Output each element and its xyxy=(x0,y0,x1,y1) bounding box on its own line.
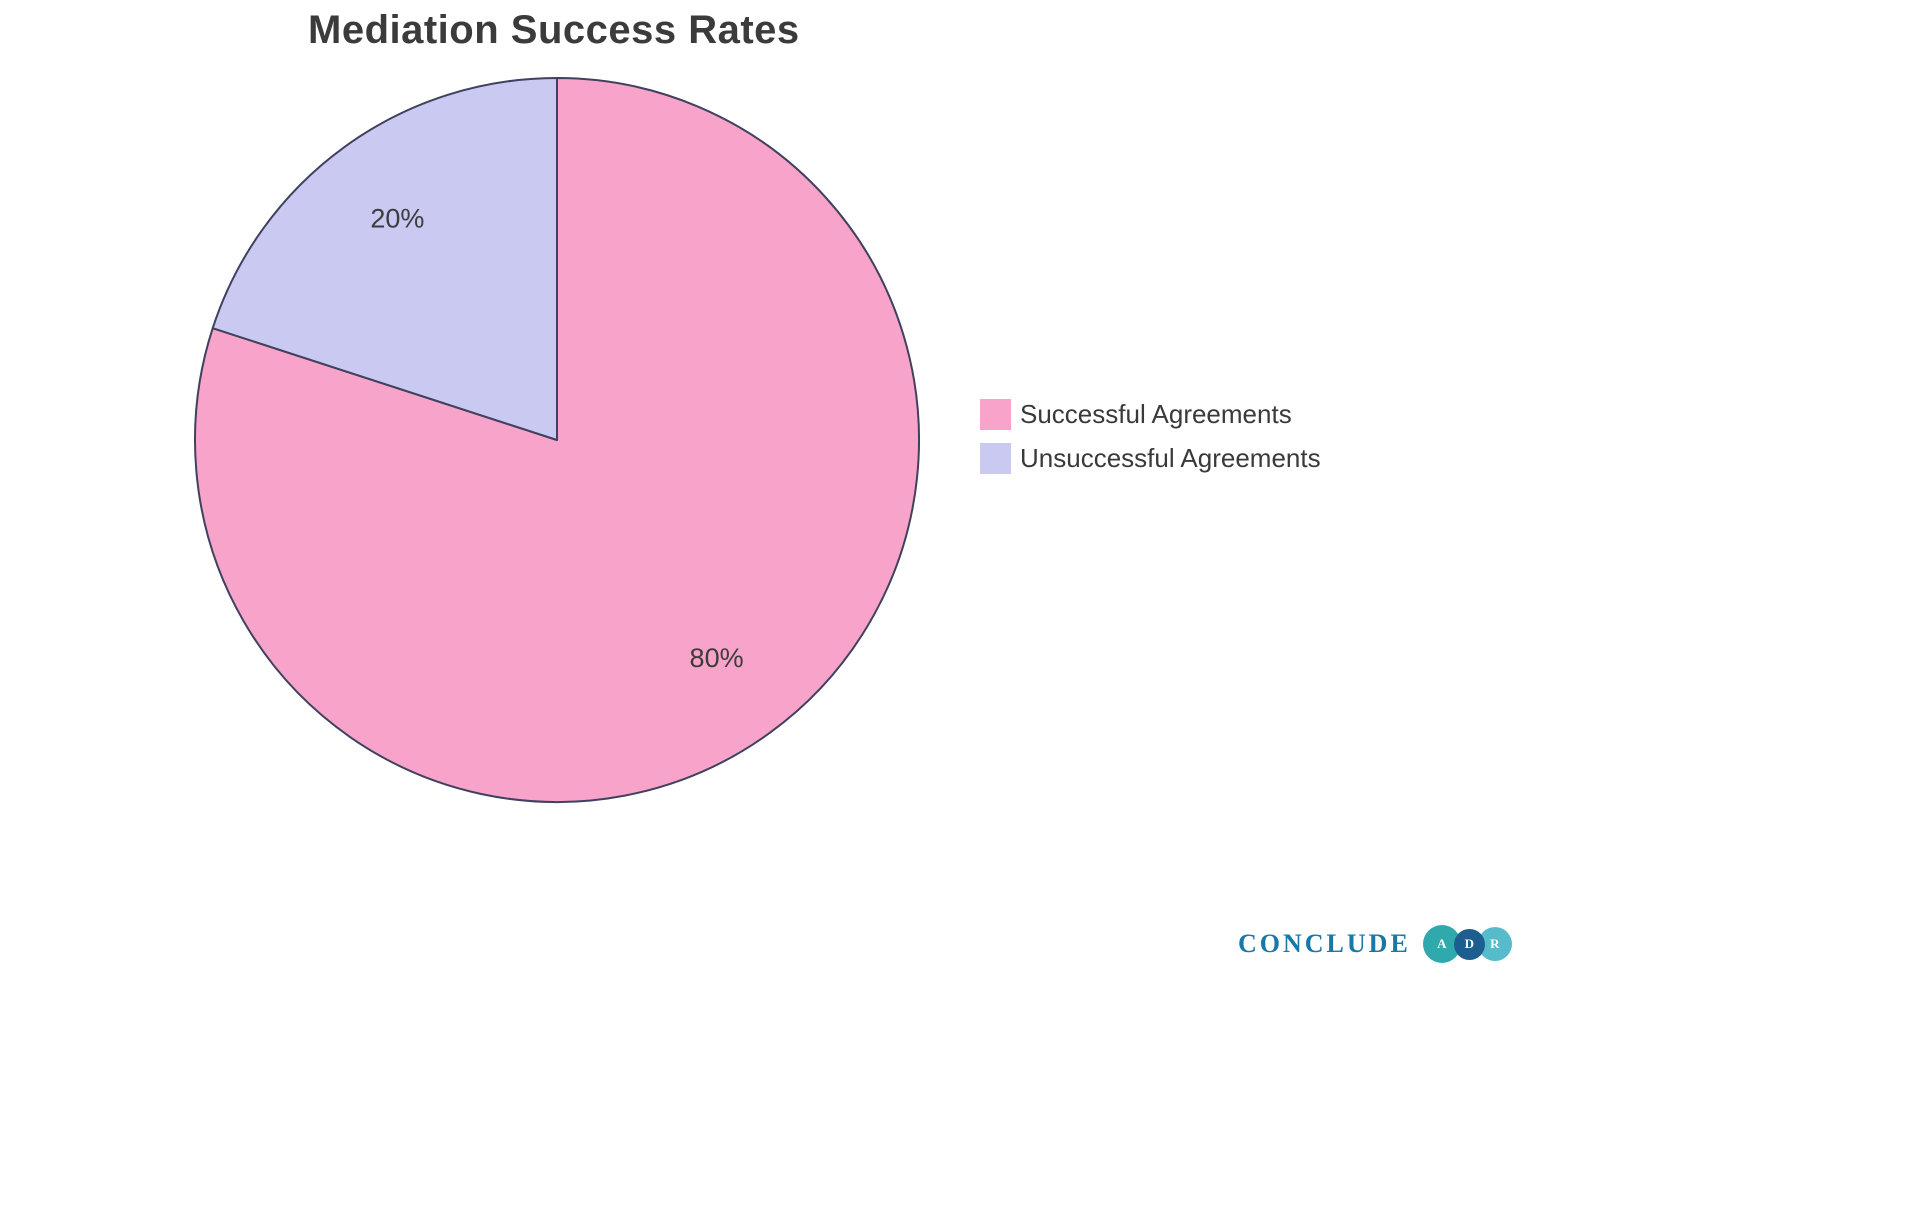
legend-label-successful: Successful Agreements xyxy=(1020,399,1292,429)
chart-title: Mediation Success Rates xyxy=(308,8,800,52)
logo-badge-d: D xyxy=(1453,928,1485,960)
pie-slice-1[interactable] xyxy=(211,77,558,441)
logo-badges: A D R xyxy=(1422,925,1512,963)
legend-item-successful[interactable]: Successful Agreements xyxy=(980,399,1321,430)
legend: Successful Agreements Unsuccessful Agree… xyxy=(980,399,1321,474)
conclude-adr-logo[interactable]: CONCLUDE A D R xyxy=(1238,925,1512,963)
legend-swatch-successful xyxy=(980,399,1011,430)
pie-chart: 80% 20% xyxy=(194,77,921,803)
logo-text: CONCLUDE xyxy=(1238,929,1411,958)
legend-label-unsuccessful: Unsuccessful Agreements xyxy=(1020,443,1321,473)
legend-item-unsuccessful[interactable]: Unsuccessful Agreements xyxy=(980,443,1321,474)
slice-label-1: 20% xyxy=(370,203,424,233)
slice-label-0: 80% xyxy=(690,643,744,673)
legend-swatch-unsuccessful xyxy=(980,443,1011,474)
